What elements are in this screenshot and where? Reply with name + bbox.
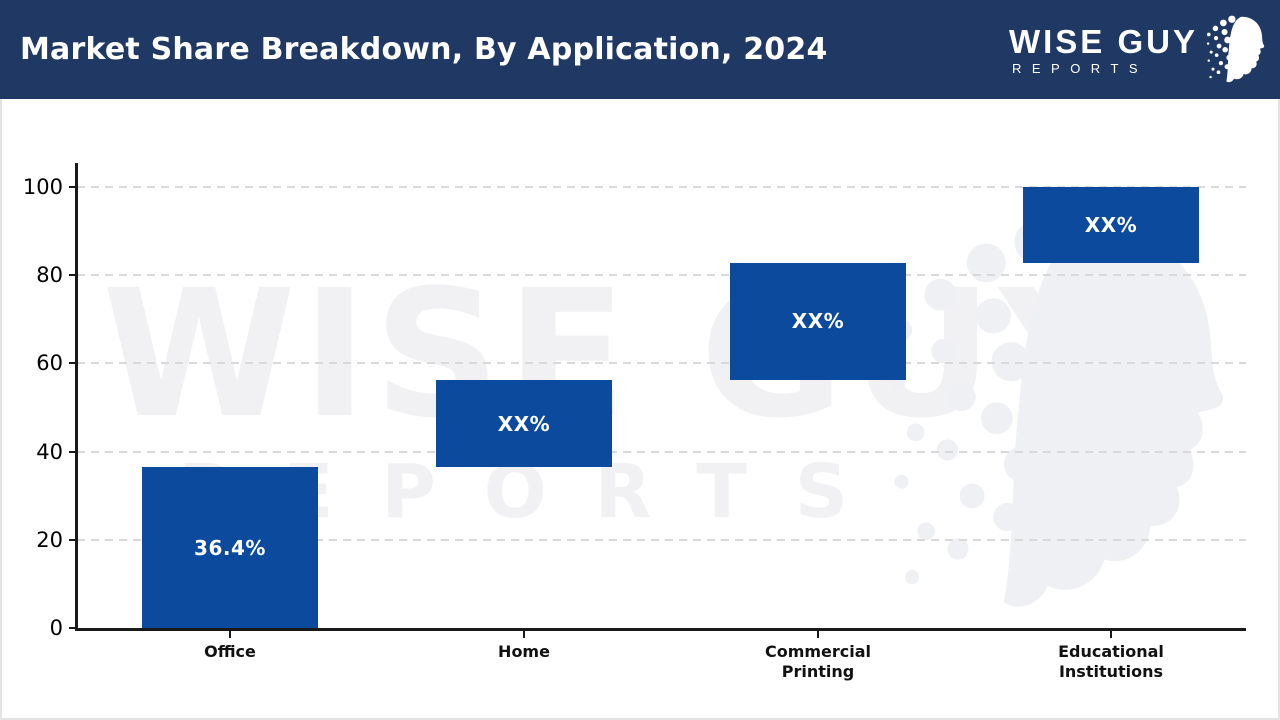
x-tick-mark (229, 630, 231, 638)
bar-home: XX% (436, 380, 612, 468)
x-axis-label-line: Commercial (764, 642, 872, 661)
bar-value-label: XX% (791, 309, 845, 334)
logo-text: WISE GUY REPORTS (1009, 25, 1198, 75)
y-tick-label: 60 (36, 351, 63, 376)
y-tick-label: 80 (36, 263, 63, 288)
y-tick-label: 20 (36, 527, 63, 552)
x-axis-label: Educational Institutions (1001, 642, 1221, 682)
bar-value-label: XX% (497, 411, 551, 436)
x-axis-label-line: Institutions (1058, 662, 1164, 681)
x-tick-mark (523, 630, 525, 638)
chart-area: WISE GUY REPORTS 0 20 40 60 80 100 36.4% Office… (0, 99, 1280, 720)
bar-office: 36.4% (142, 467, 318, 628)
logo-subtext: REPORTS (1011, 60, 1149, 76)
x-axis-spine (75, 628, 1246, 631)
y-tick-mark (69, 362, 77, 365)
gridline-20 (77, 538, 1246, 541)
y-tick-mark (69, 450, 77, 453)
chart-title: Market Share Breakdown, By Application, … (20, 32, 828, 67)
gridline-100 (77, 186, 1246, 188)
bar-value-label: 36.4% (194, 535, 266, 560)
x-axis-label: Office (120, 642, 340, 662)
y-tick-mark (69, 274, 77, 277)
bar-educational-institutions: XX% (1023, 187, 1199, 263)
y-tick-label: 40 (36, 439, 63, 464)
x-tick-mark (817, 630, 819, 638)
bar-commercial-printing: XX% (730, 262, 906, 381)
gridline-60 (77, 362, 1246, 365)
y-tick-mark (69, 627, 77, 629)
x-axis-label-line: Office (204, 642, 256, 661)
y-tick-label: 0 (49, 616, 63, 640)
gridline-40 (77, 450, 1246, 453)
x-axis-label-line: Educational (1058, 642, 1164, 661)
wiseguy-logo: WISE GUY REPORTS (1009, 15, 1266, 85)
y-axis-spine (75, 163, 78, 631)
x-axis-label: Commercial Printing (708, 642, 928, 682)
logo-face-icon (1202, 15, 1266, 85)
x-axis-label: Home (414, 642, 634, 662)
plot: 0 20 40 60 80 100 36.4% Office XX% Home XX% Commerc… (0, 99, 1280, 720)
x-tick-mark (1110, 630, 1112, 638)
gridline-80 (77, 274, 1246, 277)
x-axis-label-line: Printing (781, 662, 855, 681)
y-tick-mark (69, 538, 77, 541)
y-tick-mark (69, 186, 77, 188)
logo-wordmark: WISE GUY (1008, 22, 1198, 60)
y-tick-label: 100 (22, 175, 63, 199)
x-axis-label-line: Home (498, 642, 550, 661)
report-header: Market Share Breakdown, By Application, … (0, 0, 1280, 99)
bar-value-label: XX% (1084, 212, 1138, 237)
